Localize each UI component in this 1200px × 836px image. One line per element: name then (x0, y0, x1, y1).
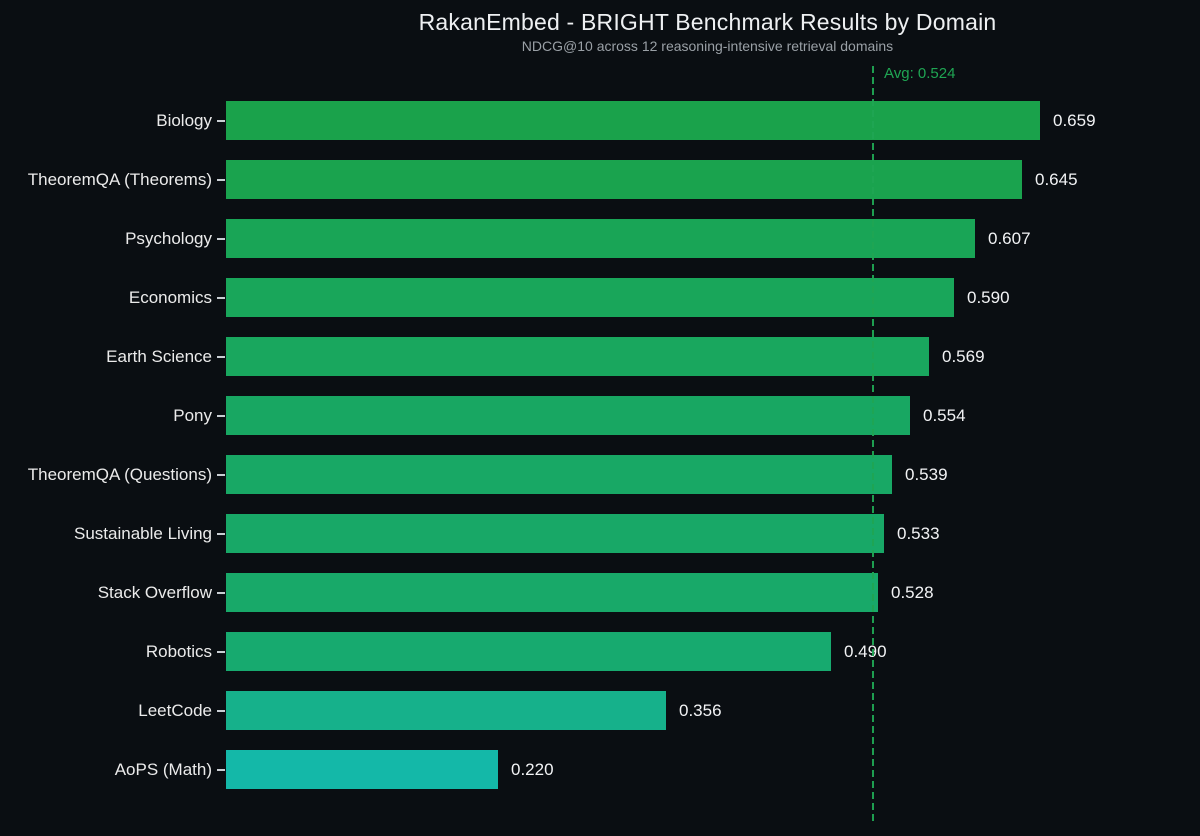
value-label: 0.220 (511, 760, 554, 779)
value-label: 0.539 (905, 465, 948, 484)
category-label: TheoremQA (Theorems) (27, 170, 212, 189)
chart-subtitle: NDCG@10 across 12 reasoning-intensive re… (521, 38, 894, 54)
y-axis-tick (217, 473, 225, 476)
value-label: 0.490 (844, 642, 887, 661)
y-axis-tick (217, 709, 225, 712)
average-reference-line (872, 66, 874, 822)
y-axis-tick (217, 650, 225, 653)
y-axis-tick (217, 414, 225, 417)
value-label: 0.356 (679, 701, 722, 720)
chart-title: RakanEmbed - BRIGHT Benchmark Results by… (418, 9, 997, 35)
average-label: Avg: 0.524 (884, 65, 956, 82)
value-label: 0.569 (942, 347, 985, 366)
bar (226, 573, 878, 612)
category-label: Pony (173, 406, 212, 425)
bar (226, 632, 831, 671)
value-label: 0.607 (988, 229, 1031, 248)
bar (226, 337, 929, 376)
category-label: Economics (128, 288, 212, 307)
category-label: AoPS (Math) (114, 760, 212, 779)
category-label: Robotics (145, 642, 212, 661)
bar (226, 101, 1040, 140)
y-axis-tick (217, 178, 225, 181)
y-axis-tick (217, 296, 225, 299)
value-label: 0.645 (1035, 170, 1078, 189)
y-axis-tick (217, 355, 225, 358)
category-label: Earth Science (106, 347, 212, 366)
y-axis-tick (217, 591, 225, 594)
y-axis-tick (217, 119, 225, 122)
category-label: Psychology (125, 229, 212, 248)
y-axis-tick (217, 532, 225, 535)
category-label: LeetCode (138, 701, 212, 720)
chart-header: RakanEmbed - BRIGHT Benchmark Results by… (226, 9, 1189, 55)
category-label: TheoremQA (Questions) (27, 465, 212, 484)
value-label: 0.659 (1053, 111, 1096, 130)
bar (226, 691, 666, 730)
category-label: Biology (156, 111, 212, 130)
bar (226, 514, 884, 553)
bar (226, 219, 975, 258)
category-label: Sustainable Living (74, 524, 212, 543)
bar (226, 455, 892, 494)
value-label: 0.528 (891, 583, 934, 602)
bar (226, 750, 498, 789)
y-axis-tick (217, 237, 225, 240)
value-label: 0.533 (897, 524, 940, 543)
value-label: 0.554 (923, 406, 966, 425)
bar (226, 160, 1022, 199)
y-axis-tick (217, 768, 225, 771)
value-label: 0.590 (967, 288, 1010, 307)
bar (226, 396, 910, 435)
bar (226, 278, 954, 317)
category-label: Stack Overflow (97, 583, 212, 602)
